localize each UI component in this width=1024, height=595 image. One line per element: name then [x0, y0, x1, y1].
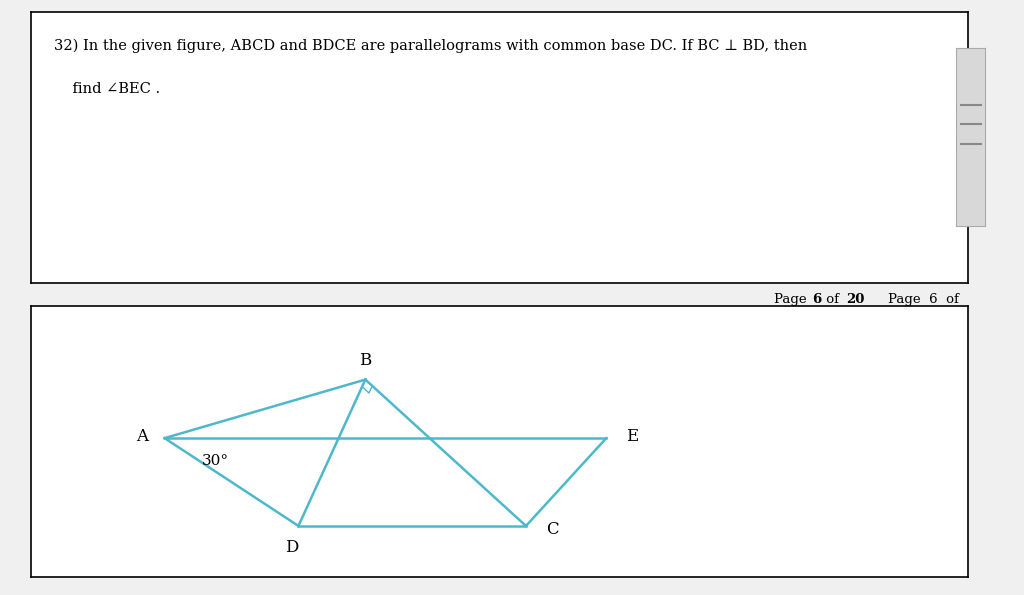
Text: D: D — [285, 539, 298, 556]
Text: 6: 6 — [812, 293, 821, 306]
Text: 20: 20 — [846, 293, 864, 306]
Text: B: B — [359, 352, 372, 369]
Text: E: E — [627, 428, 639, 445]
Text: find ∠BEC .: find ∠BEC . — [54, 82, 161, 96]
Text: of: of — [822, 293, 844, 306]
Text: Page  6  of: Page 6 of — [888, 293, 968, 306]
Text: C: C — [546, 521, 559, 538]
Text: 32) In the given figure, ABCD and BDCE are parallelograms with common base DC. I: 32) In the given figure, ABCD and BDCE a… — [54, 39, 807, 54]
Text: A: A — [136, 428, 148, 445]
Text: 30°: 30° — [202, 454, 229, 468]
Text: Page: Page — [774, 293, 811, 306]
